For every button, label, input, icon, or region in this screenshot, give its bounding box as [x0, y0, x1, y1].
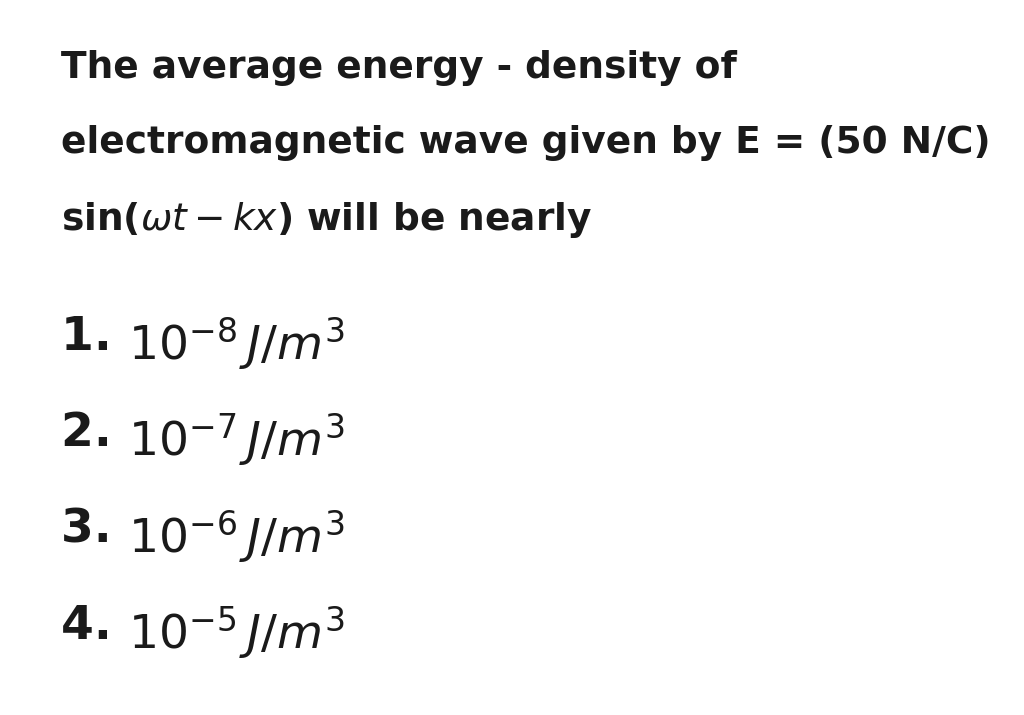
Text: $10^{-7}\, J/m^3$: $10^{-7}\, J/m^3$: [128, 411, 345, 468]
Text: 2.: 2.: [61, 411, 129, 456]
Text: sin($\omega t - kx$) will be nearly: sin($\omega t - kx$) will be nearly: [61, 200, 593, 240]
Text: $10^{-6}\, J/m^3$: $10^{-6}\, J/m^3$: [128, 508, 345, 565]
Text: $10^{-5}\, J/m^3$: $10^{-5}\, J/m^3$: [128, 604, 345, 661]
Text: 1.: 1.: [61, 315, 129, 360]
Text: electromagnetic wave given by E = (50 N/C): electromagnetic wave given by E = (50 N/…: [61, 125, 991, 161]
Text: 4.: 4.: [61, 604, 129, 649]
Text: $10^{-8}\, J/m^3$: $10^{-8}\, J/m^3$: [128, 315, 345, 372]
Text: The average energy - density of: The average energy - density of: [61, 50, 737, 86]
Text: 3.: 3.: [61, 508, 129, 553]
